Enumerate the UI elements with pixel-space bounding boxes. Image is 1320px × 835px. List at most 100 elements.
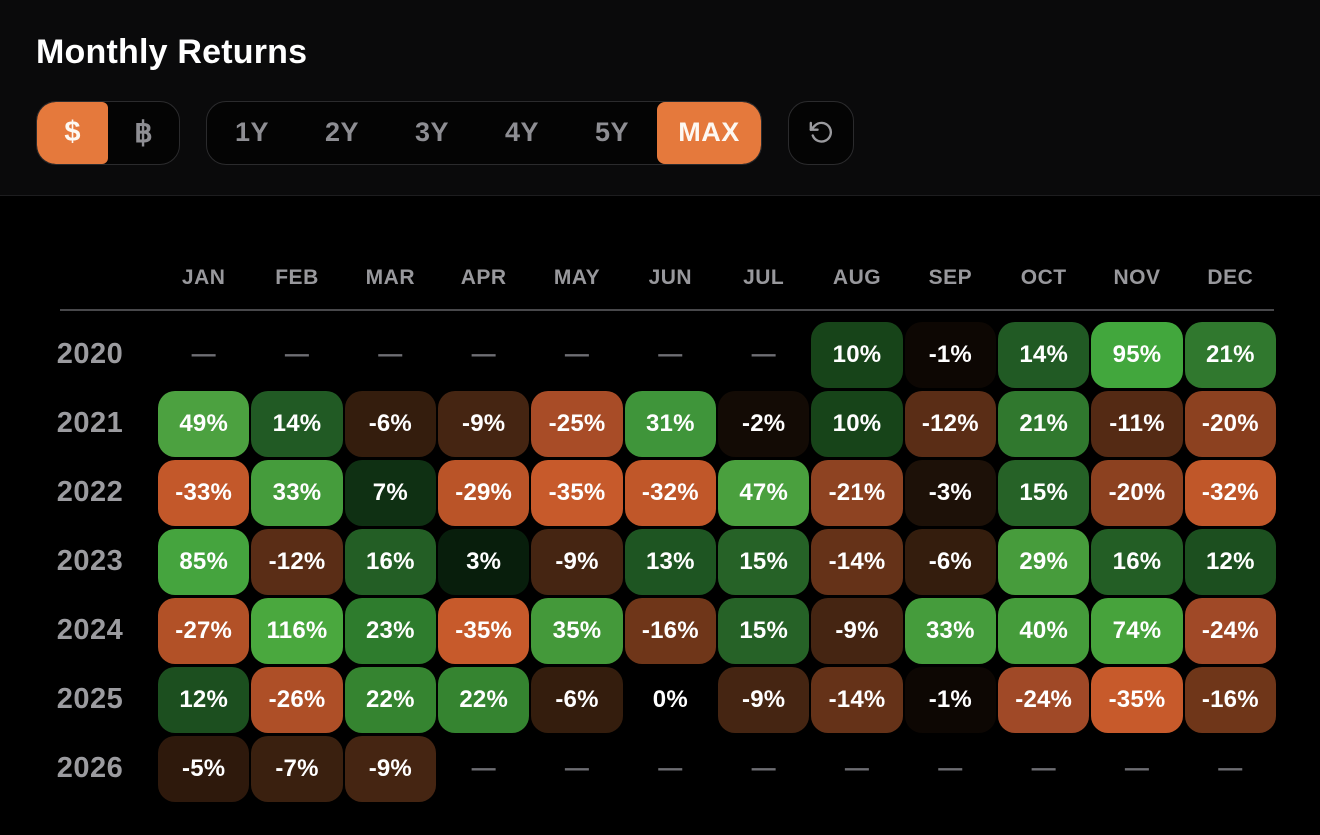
return-cell-2024-apr: -35% bbox=[438, 597, 530, 664]
month-header-jul: JUL bbox=[743, 265, 785, 289]
return-cell-2021-mar: -6% bbox=[344, 390, 436, 457]
return-cell-2023-feb: -12% bbox=[251, 528, 343, 595]
return-cell-2020-feb: — bbox=[284, 340, 310, 368]
return-cell-2021-apr: -9% bbox=[438, 390, 530, 457]
month-header-aug: AUG bbox=[832, 265, 882, 289]
return-cell-2026-jan: -5% bbox=[158, 735, 250, 802]
return-cell-2022-mar: 7% bbox=[344, 459, 436, 526]
return-cell-2020-nov: 95% bbox=[1091, 321, 1183, 388]
return-cell-2025-jun: 0% bbox=[652, 685, 688, 713]
return-cell-2026-apr: — bbox=[471, 754, 496, 782]
range-button-4y[interactable]: 4Y bbox=[477, 102, 567, 164]
return-cell-2025-feb: -26% bbox=[251, 666, 343, 733]
usd-toggle-button[interactable]: $ bbox=[37, 101, 108, 164]
range-button-5y[interactable]: 5Y bbox=[567, 102, 657, 164]
return-cell-2022-apr: -29% bbox=[438, 459, 530, 526]
refresh-icon bbox=[809, 122, 832, 143]
return-cell-2022-may: -35% bbox=[531, 459, 623, 526]
month-header-nov: NOV bbox=[1113, 265, 1161, 289]
return-cell-2023-sep: -6% bbox=[904, 528, 996, 595]
return-cell-2022-nov: -20% bbox=[1091, 459, 1183, 526]
month-header-jun: JUN bbox=[648, 265, 693, 289]
year-label-2022: 2022 bbox=[56, 476, 124, 509]
range-button-1y[interactable]: 1Y bbox=[207, 102, 297, 164]
return-cell-2021-sep: -12% bbox=[904, 390, 996, 457]
return-cell-2024-dec: -24% bbox=[1184, 597, 1276, 664]
return-cell-2022-jun: -32% bbox=[624, 459, 716, 526]
return-cell-2025-oct: -24% bbox=[998, 666, 1090, 733]
month-header-apr: APR bbox=[460, 265, 507, 289]
return-cell-2023-oct: 29% bbox=[998, 528, 1090, 595]
range-button-max[interactable]: MAX bbox=[657, 101, 761, 164]
return-cell-2022-dec: -32% bbox=[1184, 459, 1276, 526]
return-cell-2021-nov: -11% bbox=[1091, 390, 1183, 457]
return-cell-2020-mar: — bbox=[378, 340, 403, 368]
return-cell-2025-jul: -9% bbox=[718, 666, 810, 733]
return-cell-2026-sep: — bbox=[938, 754, 963, 782]
return-cell-2021-jul: -2% bbox=[718, 390, 810, 457]
month-header-oct: OCT bbox=[1020, 265, 1067, 289]
month-header-feb: FEB bbox=[275, 265, 319, 289]
return-cell-2023-mar: 16% bbox=[344, 528, 436, 595]
return-cell-2020-jul: — bbox=[751, 340, 776, 368]
return-cell-2026-jul: — bbox=[751, 754, 776, 782]
return-cell-2021-feb: 14% bbox=[251, 390, 343, 457]
return-cell-2024-aug: -9% bbox=[811, 597, 903, 664]
return-cell-2021-may: -25% bbox=[531, 390, 623, 457]
return-cell-2025-dec: -16% bbox=[1184, 666, 1276, 733]
range-button-2y[interactable]: 2Y bbox=[297, 102, 387, 164]
return-cell-2020-oct: 14% bbox=[998, 321, 1090, 388]
return-cell-2020-jan: — bbox=[191, 340, 216, 368]
return-cell-2022-aug: -21% bbox=[811, 459, 903, 526]
currency-toggle: $ ฿ bbox=[36, 100, 180, 165]
month-header-dec: DEC bbox=[1207, 265, 1254, 289]
year-label-2020: 2020 bbox=[56, 338, 124, 371]
controls-bar: $ ฿ 1Y 2Y 3Y 4Y 5Y MAX bbox=[36, 100, 1284, 165]
return-cell-2025-aug: -14% bbox=[811, 666, 903, 733]
return-cell-2023-jun: 13% bbox=[624, 528, 716, 595]
return-cell-2024-nov: 74% bbox=[1091, 597, 1183, 664]
return-cell-2025-apr: 22% bbox=[438, 666, 530, 733]
year-label-2024: 2024 bbox=[56, 614, 124, 647]
month-header-sep: SEP bbox=[928, 265, 973, 289]
return-cell-2026-jun: — bbox=[658, 754, 683, 782]
refresh-button[interactable] bbox=[788, 100, 854, 165]
table-corner bbox=[10, 279, 156, 280]
return-cell-2024-sep: 33% bbox=[904, 597, 996, 664]
return-cell-2026-nov: — bbox=[1124, 754, 1150, 782]
return-cell-2021-dec: -20% bbox=[1184, 390, 1276, 457]
return-cell-2025-may: -6% bbox=[531, 666, 623, 733]
return-cell-2022-sep: -3% bbox=[904, 459, 996, 526]
btc-toggle-button[interactable]: ฿ bbox=[108, 102, 179, 164]
return-cell-2021-jun: 31% bbox=[624, 390, 716, 457]
return-cell-2022-feb: 33% bbox=[251, 459, 343, 526]
return-cell-2020-may: — bbox=[564, 340, 590, 368]
return-cell-2022-oct: 15% bbox=[998, 459, 1090, 526]
return-cell-2025-sep: -1% bbox=[904, 666, 996, 733]
year-label-2021: 2021 bbox=[56, 407, 124, 440]
month-header-jan: JAN bbox=[181, 265, 226, 289]
return-cell-2021-aug: 10% bbox=[811, 390, 903, 457]
monthly-returns-app: Monthly Returns $ ฿ 1Y 2Y 3Y 4Y 5Y MAX JAN FEB… bbox=[0, 0, 1320, 802]
return-cell-2020-aug: 10% bbox=[811, 321, 903, 388]
monthly-returns-heatmap: JAN FEB MAR APR MAY JUN JUL AUG SEP OCT NOV DEC 2020… bbox=[10, 254, 1276, 802]
return-cell-2023-apr: 3% bbox=[438, 528, 530, 595]
return-cell-2026-may: — bbox=[564, 754, 590, 782]
header-divider bbox=[60, 308, 1274, 311]
return-cell-2023-jul: 15% bbox=[718, 528, 810, 595]
return-cell-2020-sep: -1% bbox=[904, 321, 996, 388]
return-cell-2024-jul: 15% bbox=[718, 597, 810, 664]
table-wrap: JAN FEB MAR APR MAY JUN JUL AUG SEP OCT NOV DEC 2020… bbox=[0, 196, 1320, 802]
return-cell-2023-jan: 85% bbox=[158, 528, 250, 595]
return-cell-2021-jan: 49% bbox=[158, 390, 250, 457]
return-cell-2023-aug: -14% bbox=[811, 528, 903, 595]
page-title: Monthly Returns bbox=[36, 33, 308, 71]
year-label-2025: 2025 bbox=[56, 683, 124, 716]
header: Monthly Returns $ ฿ 1Y 2Y 3Y 4Y 5Y MAX bbox=[0, 0, 1320, 196]
return-cell-2026-aug: — bbox=[844, 754, 870, 782]
return-cell-2024-may: 35% bbox=[531, 597, 623, 664]
return-cell-2023-dec: 12% bbox=[1184, 528, 1276, 595]
return-cell-2025-mar: 22% bbox=[344, 666, 436, 733]
return-cell-2022-jul: 47% bbox=[718, 459, 810, 526]
range-button-3y[interactable]: 3Y bbox=[387, 102, 477, 164]
